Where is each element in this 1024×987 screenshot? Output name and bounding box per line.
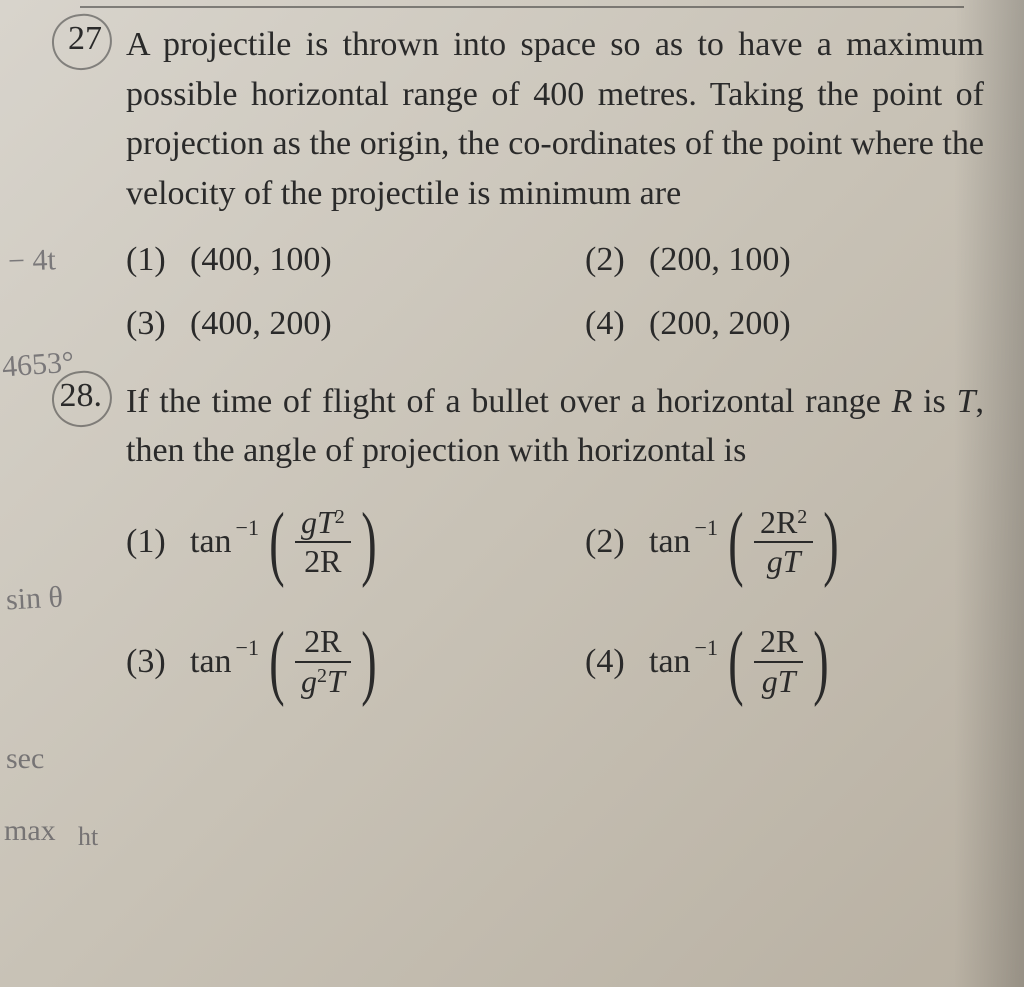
option-label: (4): [585, 305, 637, 343]
option-value: (400, 200): [190, 305, 332, 343]
option-2: (2) (200, 100): [585, 241, 984, 279]
math-var-T: T: [957, 383, 976, 420]
frac-den: 2R: [304, 543, 341, 579]
option-label: (2): [585, 241, 637, 279]
handwriting-mark: ht: [78, 822, 98, 852]
frac-num: 2R: [760, 623, 797, 659]
question-number: 28.: [48, 377, 108, 415]
option-label: (3): [126, 305, 178, 343]
option-4: (4) tan−1 ( 2R gT ): [585, 625, 984, 698]
frac-den: g: [301, 663, 317, 699]
question-text: If the time of flight of a bullet over a…: [126, 377, 984, 476]
handwriting-mark: sec: [6, 742, 44, 776]
math-expression: tan−1 ( 2R2 gT ): [649, 506, 845, 579]
question-text: A projectile is thrown into space so as …: [126, 20, 984, 219]
question-28: 28. If the time of flight of a bullet ov…: [48, 377, 984, 699]
frac-num-sup: 2: [797, 506, 807, 528]
options-grid: (1) (400, 100) (2) (200, 100) (3) (400, …: [126, 241, 984, 343]
question-number: 27: [48, 20, 108, 58]
option-label: (1): [126, 523, 178, 561]
option-label: (1): [126, 241, 178, 279]
frac-num: 2R: [760, 504, 797, 540]
func-name: tan: [649, 643, 691, 681]
frac-den-tail: T: [327, 663, 345, 699]
exponent: −1: [236, 635, 259, 661]
option-2: (2) tan−1 ( 2R2 gT ): [585, 506, 984, 579]
frac-den-sup: 2: [317, 665, 327, 687]
frac-den: gT: [762, 663, 796, 699]
func-name: tan: [190, 523, 232, 561]
math-expression: tan−1 ( 2R g2T ): [190, 625, 383, 698]
frac-num: 2R: [304, 623, 341, 659]
option-3: (3) tan−1 ( 2R g2T ): [126, 625, 525, 698]
frac-num-sup: 2: [335, 506, 345, 528]
handwriting-mark: max: [4, 814, 56, 848]
option-label: (4): [585, 643, 637, 681]
exponent: −1: [236, 515, 259, 541]
options-grid: (1) tan−1 ( gT2 2R ) (2) tan−1: [126, 506, 984, 698]
func-name: tan: [190, 643, 232, 681]
option-value: (200, 100): [649, 241, 791, 279]
exponent: −1: [695, 515, 718, 541]
option-4: (4) (200, 200): [585, 305, 984, 343]
option-label: (3): [126, 643, 178, 681]
math-var-R: R: [892, 383, 913, 420]
question-27: 27 A projectile is thrown into space so …: [48, 20, 984, 343]
option-1: (1) tan−1 ( gT2 2R ): [126, 506, 525, 579]
option-1: (1) (400, 100): [126, 241, 525, 279]
func-name: tan: [649, 523, 691, 561]
exponent: −1: [695, 635, 718, 661]
option-value: (200, 200): [649, 305, 791, 343]
option-label: (2): [585, 523, 637, 561]
frac-num: gT: [301, 504, 335, 540]
option-3: (3) (400, 200): [126, 305, 525, 343]
math-expression: tan−1 ( 2R gT ): [649, 625, 835, 698]
page-surface: − 4t 4653° sin θ sec max ht 27 A project…: [0, 0, 1024, 987]
top-divider: [80, 6, 964, 8]
frac-den: gT: [767, 543, 801, 579]
math-expression: tan−1 ( gT2 2R ): [190, 506, 383, 579]
option-value: (400, 100): [190, 241, 332, 279]
